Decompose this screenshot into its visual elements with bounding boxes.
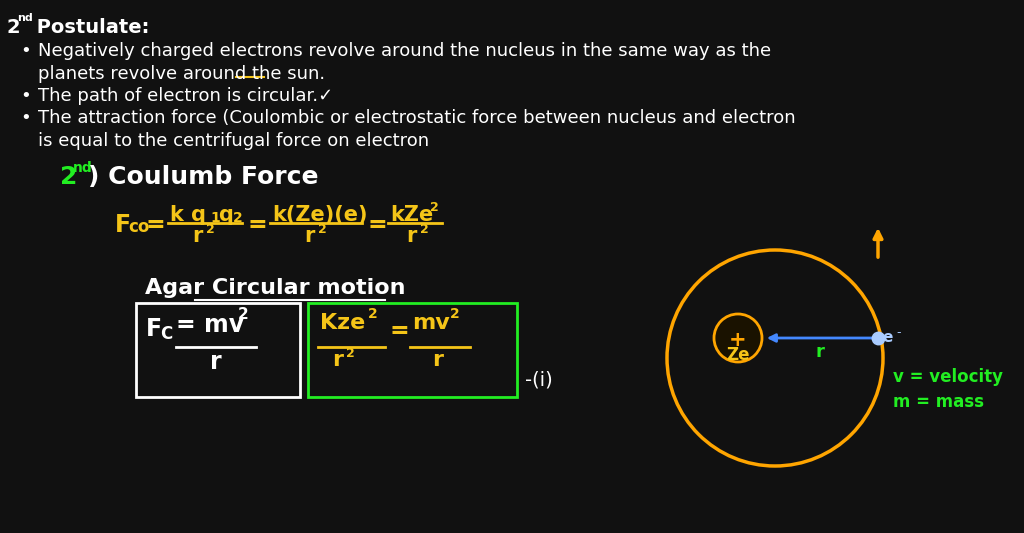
Text: v = velocity: v = velocity (893, 368, 1002, 386)
Text: Postulate:: Postulate: (30, 18, 150, 37)
Text: •: • (20, 87, 31, 105)
Text: 2: 2 (450, 307, 460, 321)
Text: 2: 2 (318, 223, 327, 236)
Text: q: q (218, 205, 232, 225)
Text: Ze: Ze (726, 346, 750, 364)
Text: r: r (332, 350, 343, 370)
Text: 2: 2 (346, 347, 354, 360)
Text: e: e (882, 330, 892, 345)
Text: 2: 2 (233, 211, 243, 225)
Text: r: r (304, 226, 314, 246)
Text: k(Ze)(e): k(Ze)(e) (272, 205, 368, 225)
Text: r: r (210, 350, 221, 374)
Text: F: F (146, 317, 162, 341)
Text: co: co (128, 218, 150, 236)
Text: =: = (248, 213, 267, 237)
Text: Agar Circular motion: Agar Circular motion (145, 278, 406, 298)
Text: 2: 2 (368, 307, 378, 321)
Text: 2: 2 (420, 223, 429, 236)
Text: r: r (815, 343, 824, 361)
Text: =: = (390, 319, 410, 343)
Text: k q: k q (170, 205, 206, 225)
Text: kZe: kZe (390, 205, 433, 225)
Text: 2: 2 (430, 201, 438, 214)
Text: m = mass: m = mass (893, 393, 984, 411)
Text: is equal to the centrifugal force on electron: is equal to the centrifugal force on ele… (38, 132, 429, 150)
Text: Kze: Kze (319, 313, 366, 333)
Text: -: - (896, 326, 900, 339)
Text: nd: nd (17, 13, 33, 23)
Text: +: + (729, 330, 746, 350)
Text: =: = (145, 213, 165, 237)
Text: 1: 1 (210, 211, 220, 225)
Text: -(i): -(i) (525, 370, 553, 389)
Text: = mv: = mv (176, 313, 244, 337)
Text: The path of electron is circular.✓: The path of electron is circular.✓ (38, 87, 333, 105)
Text: Negatively charged electrons revolve around the nucleus in the same way as the: Negatively charged electrons revolve aro… (38, 42, 771, 60)
Text: nd: nd (73, 161, 93, 175)
Text: r: r (193, 226, 203, 246)
Text: The attraction force (Coulombic or electrostatic force between nucleus and elect: The attraction force (Coulombic or elect… (38, 109, 796, 127)
Text: =: = (368, 213, 388, 237)
Text: r: r (406, 226, 417, 246)
Text: r: r (432, 350, 443, 370)
Text: 2: 2 (6, 18, 19, 37)
Text: •: • (20, 42, 31, 60)
Text: 2: 2 (206, 223, 215, 236)
Text: •: • (20, 109, 31, 127)
Text: mv: mv (412, 313, 450, 333)
Text: 2: 2 (60, 165, 78, 189)
Text: C: C (160, 325, 172, 343)
Text: planets revolve around the sun.: planets revolve around the sun. (38, 65, 326, 83)
Text: ) Coulumb Force: ) Coulumb Force (88, 165, 318, 189)
Text: F: F (115, 213, 131, 237)
Circle shape (714, 314, 762, 362)
Text: 2: 2 (238, 307, 249, 322)
